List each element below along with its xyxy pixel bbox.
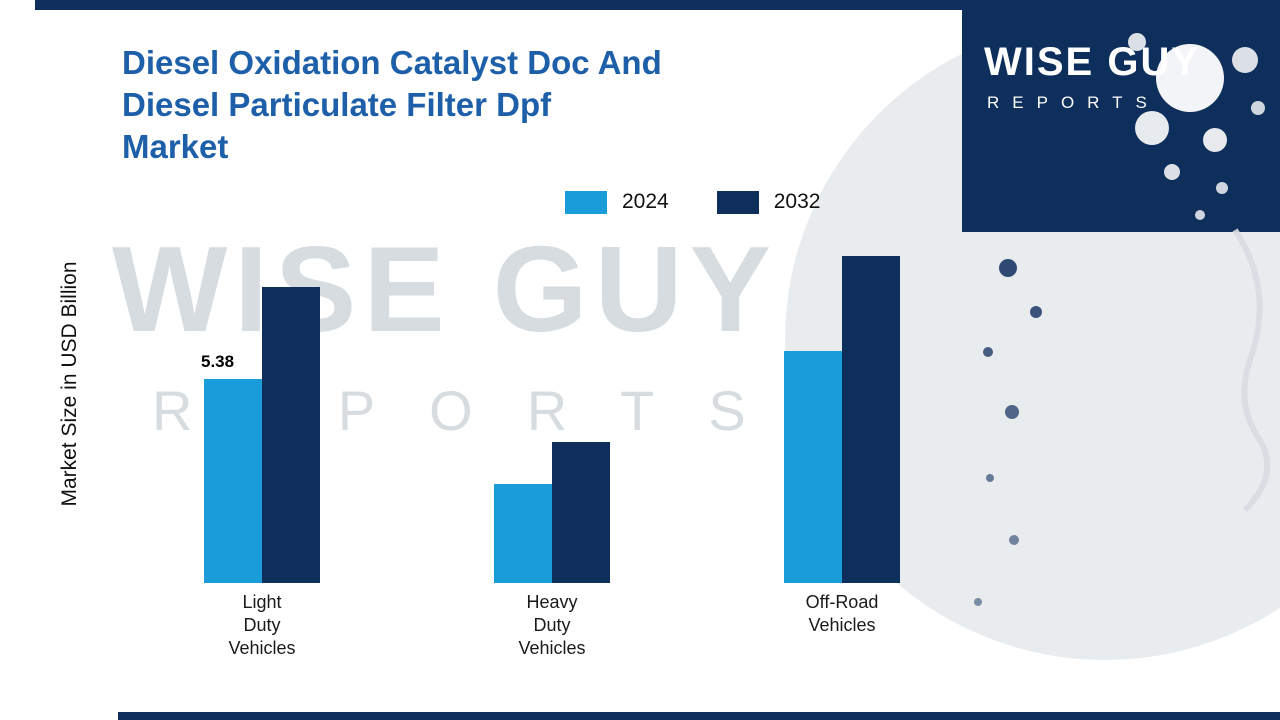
legend-swatch-2032 [716,190,759,214]
category-label: Heavy Duty Vehicles [518,592,586,659]
bar-2024-off-road-vehicles [784,351,842,583]
bar-2032-off-road-vehicles [842,256,900,583]
bar-group [472,442,632,583]
bar-2024-light-duty-vehicles: 5.38 [201,352,262,583]
bar-value-label: 5.38 [201,352,235,371]
y-axis-label: Market Size in USD Billion [58,261,81,507]
plot-area: 5.38 [182,241,922,583]
logo-wordmark: WISE GUY [984,40,1201,84]
category-labels: Light Duty Vehicles Heavy Duty Vehicles Of… [182,591,922,660]
bar-2024-heavy-duty-vehicles [494,484,552,583]
top-strip-decoration [35,0,1280,10]
legend-swatch-2024 [565,190,607,214]
category-label: Off-Road Vehicles [805,592,879,636]
page-title: Diesel Oxidation Catalyst Doc And Diesel… [122,44,662,166]
watermark-wordmark: WISE GUY [112,221,779,357]
legend-label-2032: 2032 [773,190,821,213]
bar-2032-heavy-duty-vehicles [552,442,610,583]
legend-item-2024: 2024 [565,190,669,214]
chart-legend: 2024 2032 [565,190,820,214]
logo-subtext: REPORTS [987,93,1160,112]
logo-text: WISE GUY REPORTS [984,40,1200,113]
bottom-strip-decoration [118,712,1280,720]
category-label: Light Duty Vehicles [228,592,296,659]
bar-group [762,256,922,583]
legend-item-2032: 2032 [716,190,821,214]
bar-group: 5.38 [182,287,342,583]
legend-label-2024: 2024 [622,190,669,213]
bar-2032-light-duty-vehicles [262,287,320,583]
logo: WISE GUY REPORTS [962,0,1280,232]
